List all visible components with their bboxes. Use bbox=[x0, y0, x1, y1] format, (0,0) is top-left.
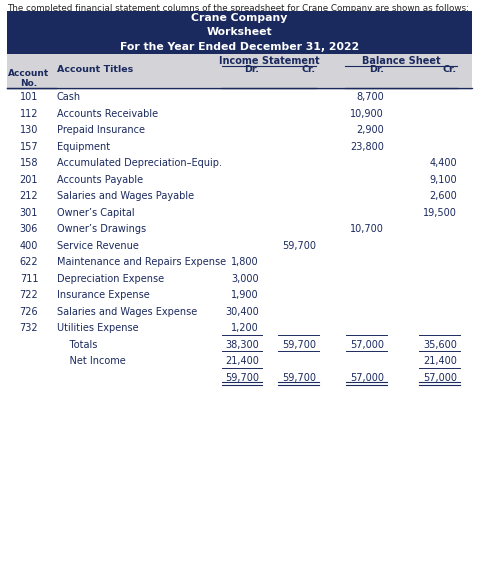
Text: 57,000: 57,000 bbox=[423, 373, 457, 383]
Text: 1,900: 1,900 bbox=[231, 290, 259, 300]
Text: 38,300: 38,300 bbox=[225, 340, 259, 350]
Text: 8,700: 8,700 bbox=[356, 92, 384, 102]
Text: 101: 101 bbox=[20, 92, 38, 102]
Text: Owner’s Capital: Owner’s Capital bbox=[57, 208, 135, 217]
Text: Service Revenue: Service Revenue bbox=[57, 241, 139, 251]
Text: Accounts Payable: Accounts Payable bbox=[57, 175, 143, 185]
Text: 112: 112 bbox=[20, 109, 38, 119]
Text: 732: 732 bbox=[20, 323, 38, 333]
Text: Balance Sheet: Balance Sheet bbox=[362, 56, 440, 66]
Text: 21,400: 21,400 bbox=[225, 356, 259, 366]
Text: Utilities Expense: Utilities Expense bbox=[57, 323, 138, 333]
Text: 622: 622 bbox=[20, 257, 38, 267]
Text: Accounts Receivable: Accounts Receivable bbox=[57, 109, 158, 119]
Text: Dr.: Dr. bbox=[244, 65, 259, 74]
Text: 2,900: 2,900 bbox=[356, 125, 384, 135]
Text: 57,000: 57,000 bbox=[350, 373, 384, 383]
Text: 59,700: 59,700 bbox=[282, 340, 316, 350]
Text: 59,700: 59,700 bbox=[282, 241, 316, 251]
Text: Accumulated Depreciation–Equip.: Accumulated Depreciation–Equip. bbox=[57, 158, 222, 168]
Text: 4,400: 4,400 bbox=[429, 158, 457, 168]
Text: 10,900: 10,900 bbox=[350, 109, 384, 119]
Text: Crane Company
Worksheet
For the Year Ended December 31, 2022: Crane Company Worksheet For the Year End… bbox=[120, 13, 359, 52]
Text: Depreciation Expense: Depreciation Expense bbox=[57, 274, 164, 284]
Text: Income Statement: Income Statement bbox=[219, 56, 319, 66]
Text: 21,400: 21,400 bbox=[423, 356, 457, 366]
Text: Cr.: Cr. bbox=[302, 65, 316, 74]
Text: 722: 722 bbox=[20, 290, 38, 300]
Text: 57,000: 57,000 bbox=[350, 340, 384, 350]
Text: 157: 157 bbox=[20, 142, 38, 152]
Text: 212: 212 bbox=[20, 191, 38, 201]
Text: 59,700: 59,700 bbox=[225, 373, 259, 383]
Text: Insurance Expense: Insurance Expense bbox=[57, 290, 150, 300]
Text: 23,800: 23,800 bbox=[350, 142, 384, 152]
Text: 201: 201 bbox=[20, 175, 38, 185]
Text: 130: 130 bbox=[20, 125, 38, 135]
Text: Maintenance and Repairs Expense: Maintenance and Repairs Expense bbox=[57, 257, 226, 267]
Bar bbox=[7, 11, 472, 54]
Text: 59,700: 59,700 bbox=[282, 373, 316, 383]
Text: 306: 306 bbox=[20, 224, 38, 234]
Text: 9,100: 9,100 bbox=[429, 175, 457, 185]
Text: Dr.: Dr. bbox=[369, 65, 384, 74]
Text: Account Titles: Account Titles bbox=[57, 65, 133, 74]
Text: 158: 158 bbox=[20, 158, 38, 168]
Text: Salaries and Wages Payable: Salaries and Wages Payable bbox=[57, 191, 194, 201]
Text: 301: 301 bbox=[20, 208, 38, 217]
Text: Cash: Cash bbox=[57, 92, 81, 102]
Text: The completed financial statement columns of the spreadsheet for Crane Company a: The completed financial statement column… bbox=[7, 4, 469, 13]
Text: 19,500: 19,500 bbox=[423, 208, 457, 217]
Text: Equipment: Equipment bbox=[57, 142, 110, 152]
Text: Cr.: Cr. bbox=[443, 65, 457, 74]
Text: 1,800: 1,800 bbox=[231, 257, 259, 267]
Text: Salaries and Wages Expense: Salaries and Wages Expense bbox=[57, 307, 197, 317]
Text: 35,600: 35,600 bbox=[423, 340, 457, 350]
Text: Prepaid Insurance: Prepaid Insurance bbox=[57, 125, 145, 135]
Text: 2,600: 2,600 bbox=[429, 191, 457, 201]
Bar bbox=[7, 54, 472, 90]
Text: 30,400: 30,400 bbox=[225, 307, 259, 317]
Text: 400: 400 bbox=[20, 241, 38, 251]
Text: Owner’s Drawings: Owner’s Drawings bbox=[57, 224, 146, 234]
Text: 10,700: 10,700 bbox=[350, 224, 384, 234]
Text: Totals: Totals bbox=[57, 340, 97, 350]
Text: 3,000: 3,000 bbox=[231, 274, 259, 284]
Text: 711: 711 bbox=[20, 274, 38, 284]
Text: 1,200: 1,200 bbox=[231, 323, 259, 333]
Text: Account
No.: Account No. bbox=[8, 69, 50, 89]
Text: Net Income: Net Income bbox=[57, 356, 126, 366]
Text: 726: 726 bbox=[20, 307, 38, 317]
